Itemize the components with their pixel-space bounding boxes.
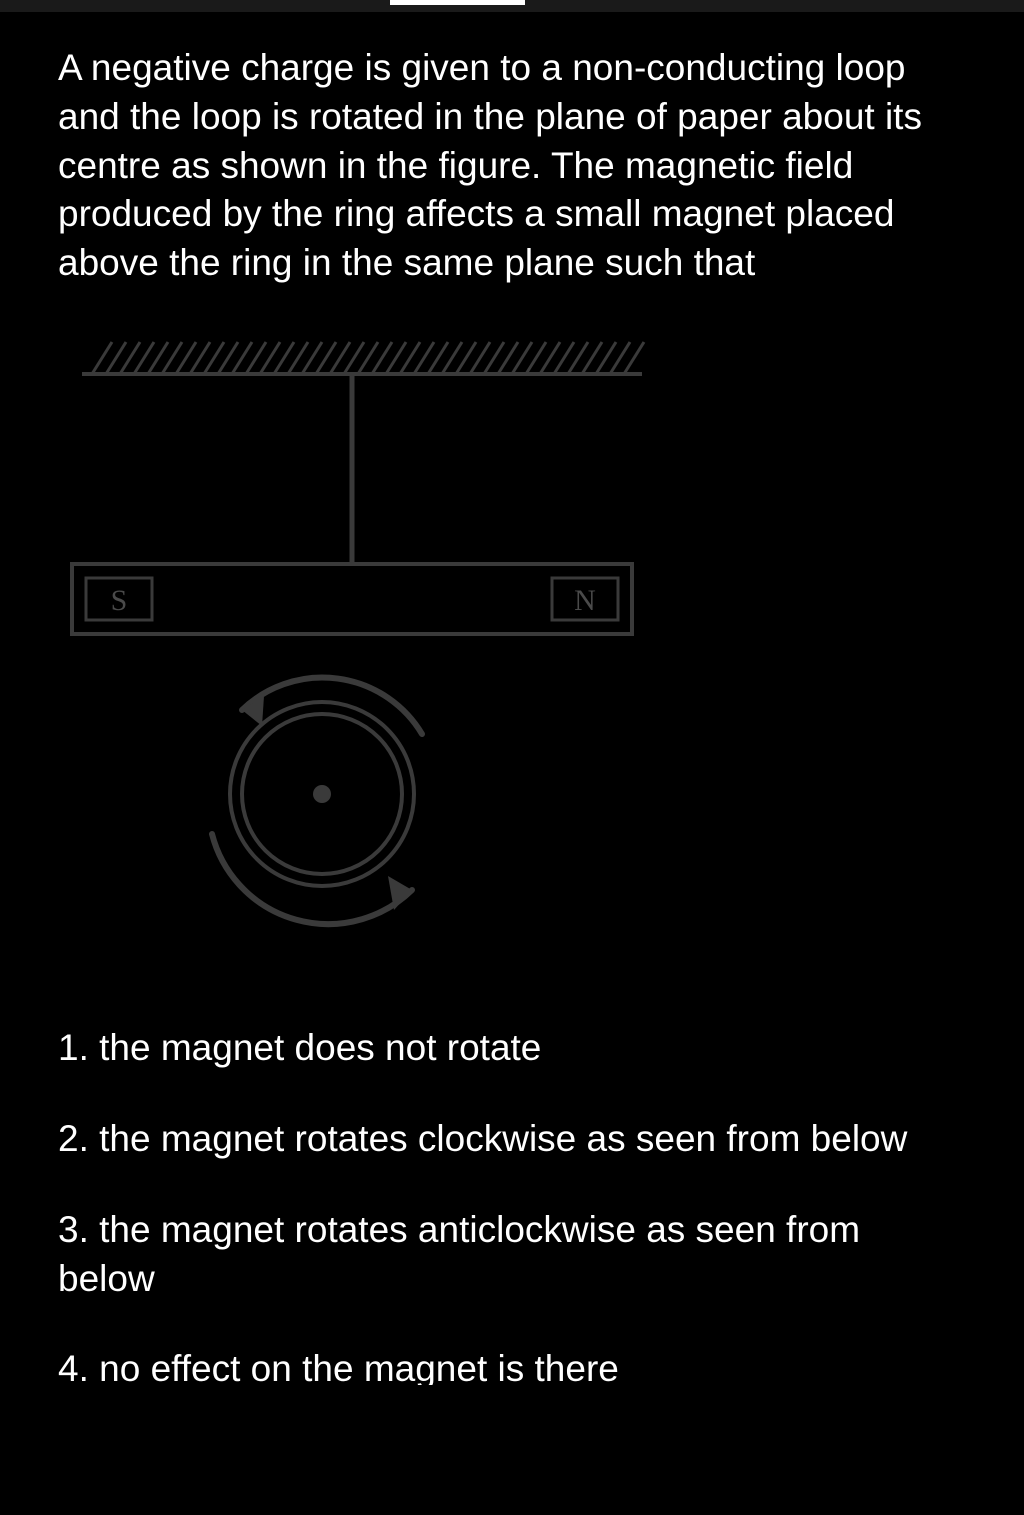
ceiling [82,342,644,374]
tab-indicator [390,0,525,5]
option-2[interactable]: 2. the magnet rotates clockwise as seen … [58,1115,966,1164]
figure-container: S N [58,334,966,964]
magnet-north-label: N [574,584,596,617]
option-4[interactable]: 4. no effect on the magnet is there [58,1345,966,1385]
rotating-ring [212,678,422,925]
option-3[interactable]: 3. the magnet rotates anticlockwise as s… [58,1206,966,1304]
option-1[interactable]: 1. the magnet does not rotate [58,1024,966,1073]
magnet-south-label: S [111,584,128,617]
content-area: A negative charge is given to a non-cond… [0,12,1024,1385]
ring-centre-dot [313,785,331,803]
bar-magnet: S N [72,564,632,634]
answer-options: 1. the magnet does not rotate 2. the mag… [58,1024,966,1385]
top-bar [0,0,1024,12]
physics-diagram: S N [62,334,662,964]
question-text: A negative charge is given to a non-cond… [58,44,966,288]
